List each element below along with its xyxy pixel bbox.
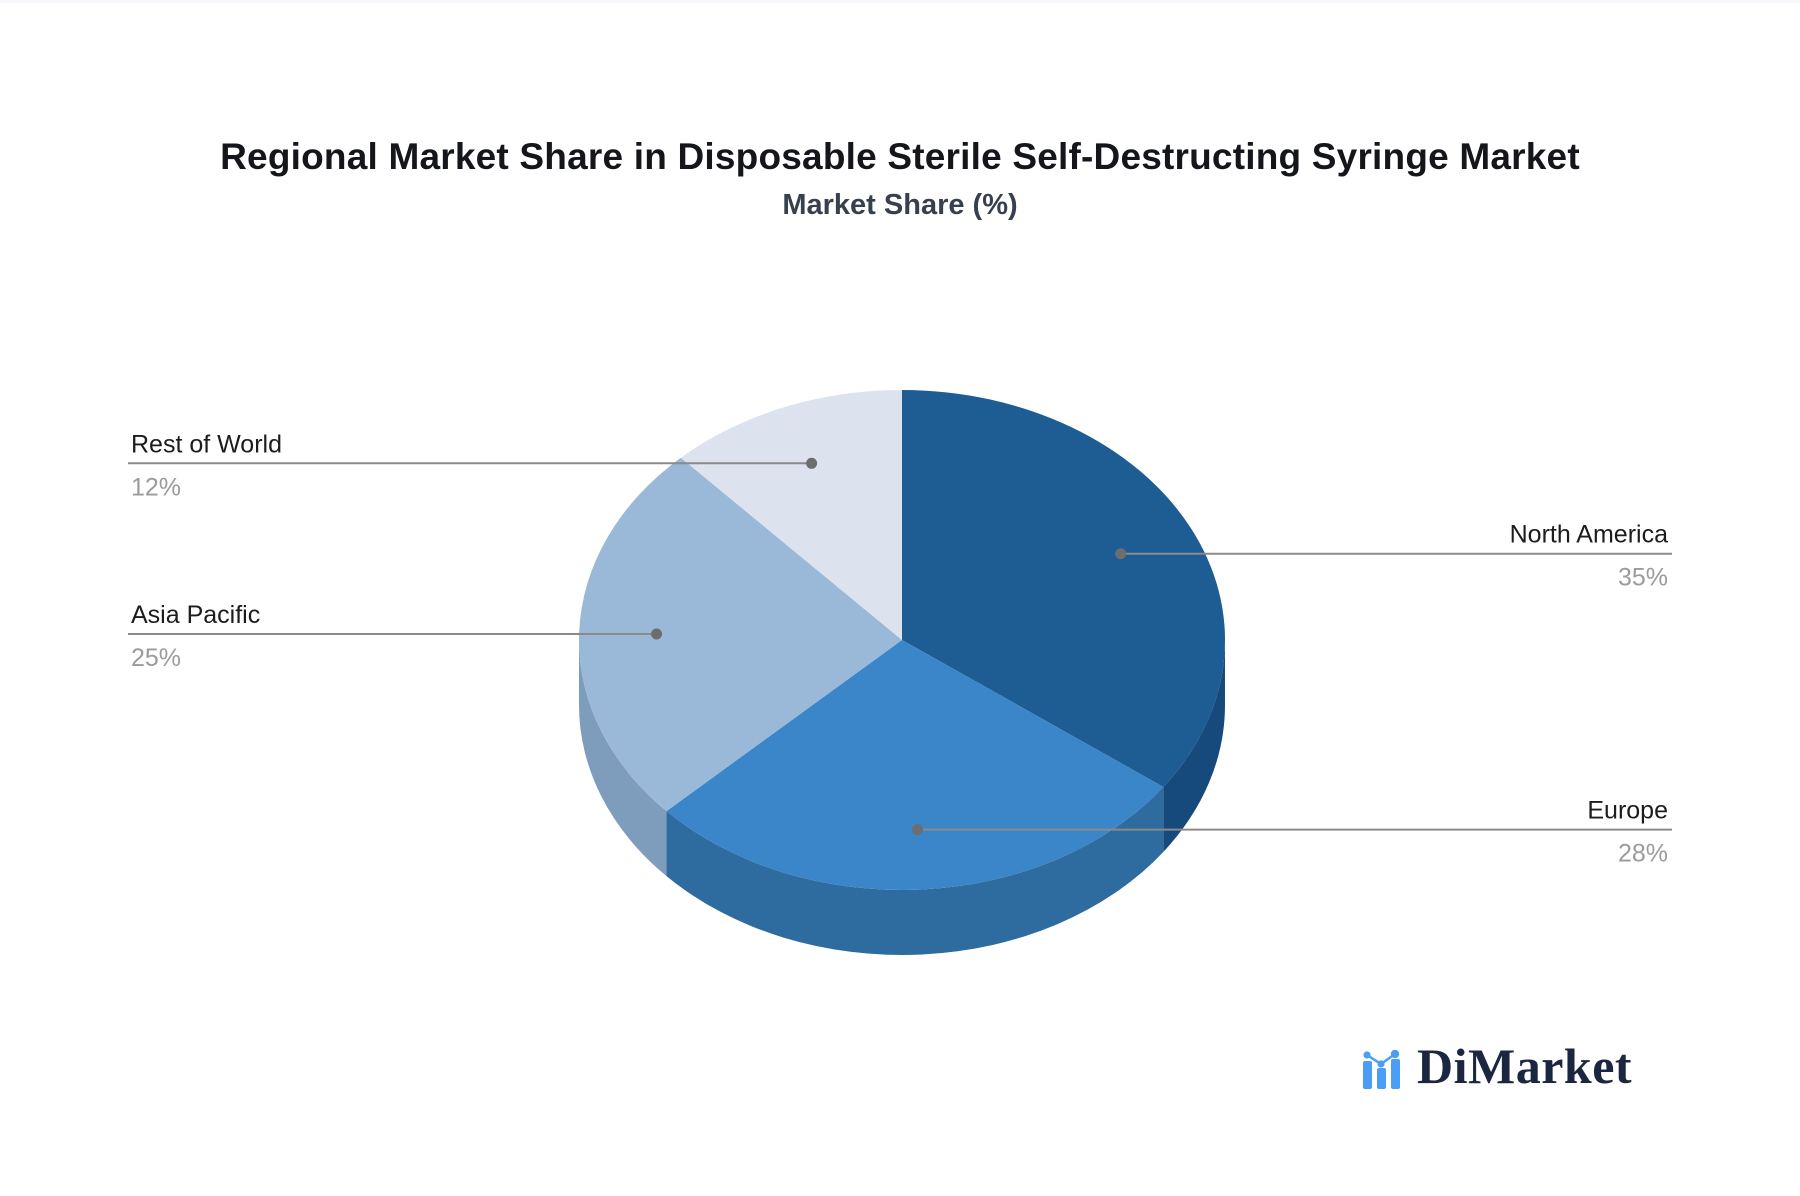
chart-subtitle: Market Share (%) bbox=[782, 189, 1018, 221]
bar-line-chart-logo-icon bbox=[1363, 1050, 1400, 1089]
pie-chart: North America 35% Europe 28% Asia Pacific 25%… bbox=[128, 390, 1672, 956]
pie-side-asia-pacific bbox=[579, 640, 667, 877]
pie-side-north-america bbox=[1163, 640, 1225, 852]
pie-slice-asia-pacific[interactable] bbox=[578, 457, 902, 812]
leader-dot-north-america bbox=[1115, 548, 1127, 560]
slice-label-asia-pacific: Asia Pacific bbox=[131, 601, 260, 629]
pie-labels: North America 35% Europe 28% Asia Pacific 25%… bbox=[128, 430, 1672, 868]
brand-logo: DiMarket bbox=[1362, 1041, 1632, 1091]
pie-side-europe bbox=[666, 786, 1164, 956]
pie-slices bbox=[578, 390, 1226, 891]
pie-slice-north-america[interactable] bbox=[902, 390, 1226, 787]
slice-value-rest-of-world: 12% bbox=[131, 473, 181, 501]
leader-dot-europe bbox=[911, 824, 923, 836]
slice-value-north-america: 35% bbox=[1618, 564, 1668, 592]
slice-label-europe: Europe bbox=[1587, 797, 1668, 825]
slice-value-europe: 28% bbox=[1618, 840, 1668, 868]
pie-slice-europe[interactable] bbox=[666, 640, 1164, 891]
slice-value-asia-pacific: 25% bbox=[131, 644, 181, 672]
pie-3d-sides bbox=[579, 640, 1225, 956]
leader-dot-asia-pacific bbox=[651, 628, 663, 640]
slice-label-north-america: North America bbox=[1510, 521, 1668, 549]
leader-dot-rest-of-world bbox=[806, 457, 818, 469]
brand-logo-text: DiMarket bbox=[1417, 1038, 1633, 1094]
pie-slice-rest-of-world[interactable] bbox=[680, 390, 902, 640]
slice-label-rest-of-world: Rest of World bbox=[131, 430, 282, 458]
chart-title: Regional Market Share in Disposable Ster… bbox=[220, 136, 1580, 177]
